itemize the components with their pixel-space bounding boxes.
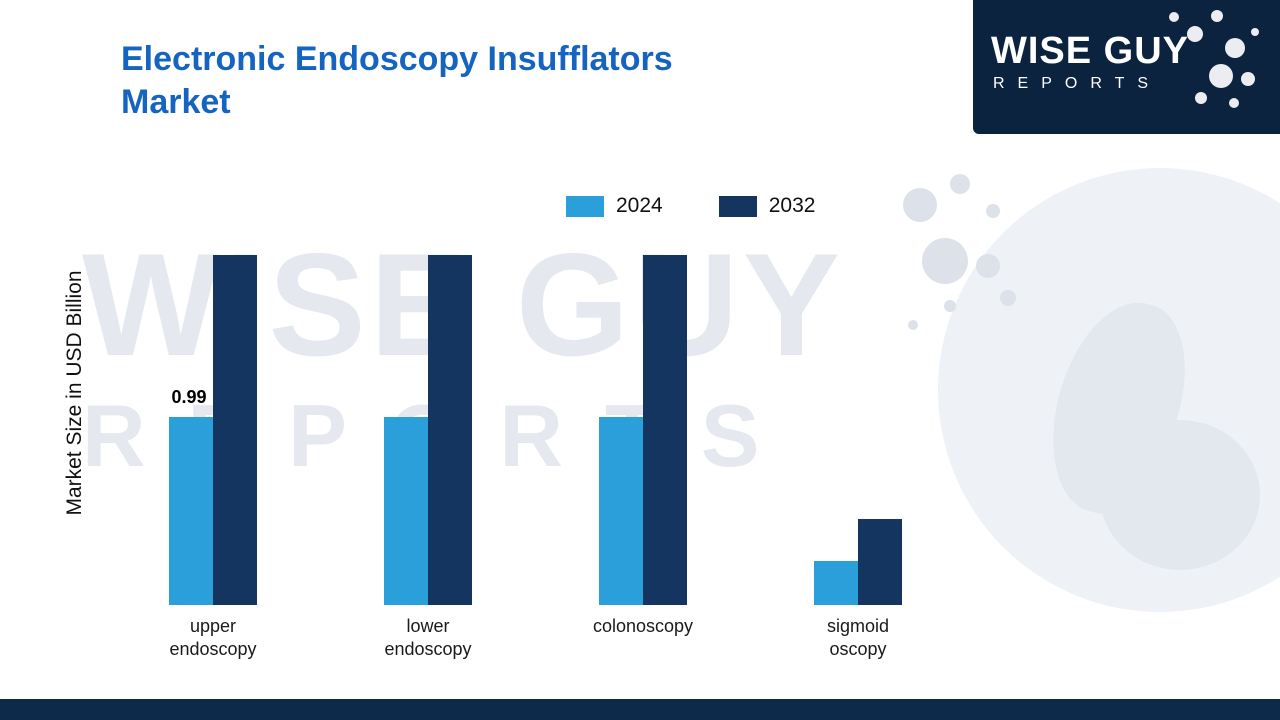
dot	[1241, 72, 1255, 86]
bar-group-colonoscopy: colonoscopy	[593, 225, 693, 636]
legend-label: 2024	[616, 194, 663, 217]
bar-2024-upper-endoscopy	[169, 417, 213, 605]
x-tick-label-upper-endoscopy: upper endoscopy	[169, 616, 257, 660]
bar-group-sigmoidoscopy: sigmoid oscopy	[814, 225, 902, 659]
bar-2032-sigmoidoscopy	[858, 519, 902, 605]
dot	[1251, 28, 1259, 36]
brand-logo: WISE GUY REPORTS	[973, 0, 1280, 134]
x-tick-label-lower-endoscopy: lower endoscopy	[384, 616, 472, 660]
dot	[944, 300, 956, 312]
page-title: Electronic Endoscopy Insufflators Market	[121, 40, 673, 121]
chart-legend: 2024 2032	[566, 194, 815, 218]
bar-2024-colonoscopy	[599, 417, 643, 605]
brand-subtitle: REPORTS	[993, 75, 1162, 92]
bar-value-label: 0.99	[171, 387, 207, 407]
dot	[1209, 64, 1233, 88]
dot	[1000, 290, 1016, 306]
y-axis-label: Market Size in USD Billion	[63, 270, 86, 516]
dot	[903, 188, 937, 222]
dot	[1211, 10, 1223, 22]
legend-swatch-2024	[566, 195, 604, 217]
dot	[1229, 98, 1239, 108]
x-tick-label-sigmoidoscopy: sigmoid oscopy	[826, 616, 890, 660]
bar-2032-lower-endoscopy	[428, 255, 472, 605]
dot	[950, 174, 970, 194]
bar-2024-lower-endoscopy	[384, 417, 428, 605]
legend-swatch-2032	[718, 195, 757, 217]
legend-item-2032: 2032	[718, 194, 816, 218]
bar-2024-sigmoidoscopy	[814, 561, 858, 605]
dot	[1187, 26, 1203, 42]
dot	[1195, 92, 1207, 104]
dot	[1225, 38, 1245, 58]
bar-2032-upper-endoscopy	[213, 255, 257, 605]
bar-group-lower-endoscopy: lower endoscopy	[384, 225, 472, 659]
dot	[986, 204, 1000, 218]
plot-area: 0.99 upper endoscopy lower endoscopy colono…	[130, 225, 979, 659]
legend-label: 2032	[768, 194, 816, 217]
dot	[908, 320, 918, 330]
dot	[922, 238, 968, 284]
brand-name: WISE GUY	[991, 30, 1190, 72]
bar-2032-colonoscopy	[643, 255, 687, 605]
legend-item-2024: 2024	[566, 194, 663, 218]
bar-group-upper-endoscopy: 0.99 upper endoscopy	[169, 225, 257, 659]
dot	[1169, 12, 1179, 22]
footer-bar	[0, 699, 1280, 720]
decorative-face-blob	[1100, 420, 1260, 570]
x-tick-label-colonoscopy: colonoscopy	[592, 616, 694, 636]
dot	[976, 254, 1000, 278]
